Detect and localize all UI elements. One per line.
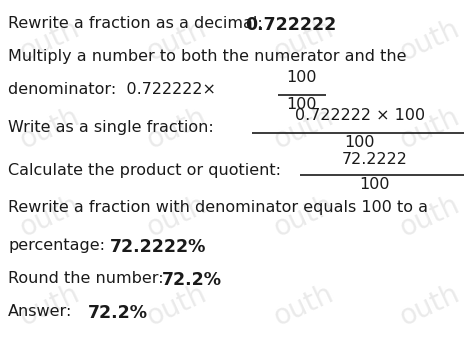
Text: outh: outh bbox=[16, 191, 84, 243]
Text: outh: outh bbox=[395, 279, 465, 331]
Text: denominator:  0.722222×: denominator: 0.722222× bbox=[8, 82, 216, 97]
Text: 0.722222 × 100: 0.722222 × 100 bbox=[295, 108, 425, 123]
Text: Round the number:: Round the number: bbox=[8, 271, 164, 286]
Text: outh: outh bbox=[395, 102, 465, 154]
Text: 100: 100 bbox=[287, 70, 317, 85]
Text: 72.2%: 72.2% bbox=[162, 271, 222, 289]
Text: 72.2222%: 72.2222% bbox=[110, 238, 206, 256]
Text: 100: 100 bbox=[287, 97, 317, 112]
Text: 72.2%: 72.2% bbox=[88, 304, 148, 322]
Text: outh: outh bbox=[395, 14, 465, 66]
Text: Rewrite a fraction as a decimal:: Rewrite a fraction as a decimal: bbox=[8, 16, 263, 31]
Text: outh: outh bbox=[142, 102, 211, 154]
Text: 0.722222: 0.722222 bbox=[245, 16, 336, 34]
Text: outh: outh bbox=[16, 102, 84, 154]
Text: outh: outh bbox=[269, 279, 338, 331]
Text: 100: 100 bbox=[360, 177, 390, 192]
Text: outh: outh bbox=[269, 14, 338, 66]
Text: Calculate the product or quotient:: Calculate the product or quotient: bbox=[8, 163, 281, 178]
Text: Answer:: Answer: bbox=[8, 304, 73, 319]
Text: outh: outh bbox=[142, 279, 211, 331]
Text: Multiply a number to both the numerator and the: Multiply a number to both the numerator … bbox=[8, 49, 407, 64]
Text: Rewrite a fraction with denominator equals 100 to a: Rewrite a fraction with denominator equa… bbox=[8, 200, 428, 215]
Text: outh: outh bbox=[142, 14, 211, 66]
Text: outh: outh bbox=[16, 279, 84, 331]
Text: outh: outh bbox=[269, 102, 338, 154]
Text: 100: 100 bbox=[345, 135, 375, 150]
Text: Write as a single fraction:: Write as a single fraction: bbox=[8, 120, 214, 135]
Text: outh: outh bbox=[395, 191, 465, 243]
Text: outh: outh bbox=[269, 191, 338, 243]
Text: percentage:: percentage: bbox=[8, 238, 105, 253]
Text: outh: outh bbox=[142, 191, 211, 243]
Text: 72.2222: 72.2222 bbox=[342, 152, 408, 167]
Text: outh: outh bbox=[16, 14, 84, 66]
